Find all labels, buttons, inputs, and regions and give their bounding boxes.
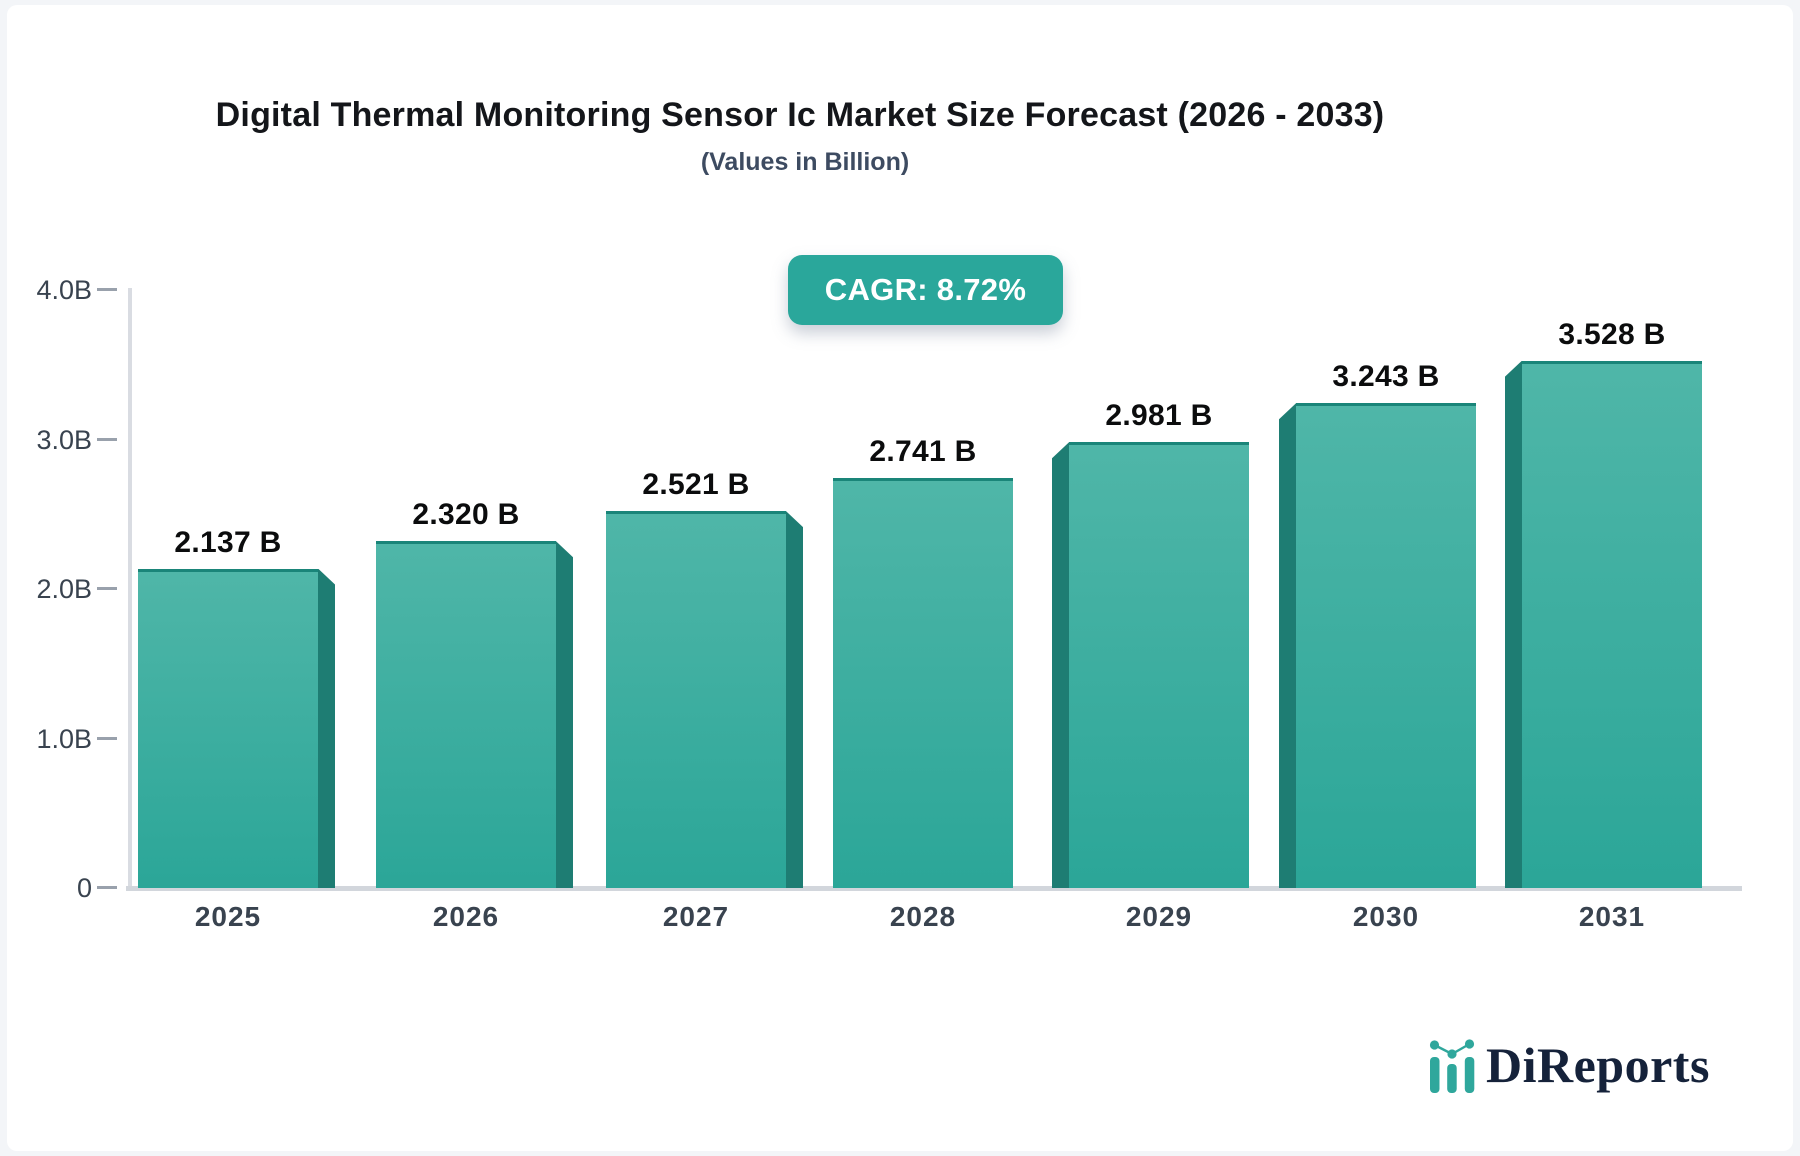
bar-side-face [556,541,573,888]
bar-value-label: 2.741 B [869,435,977,469]
bar-side-face [1052,442,1069,888]
brand-logo-mark-icon [1429,1039,1475,1093]
y-axis-line [128,288,132,888]
y-tick-label: 4.0B [36,275,92,305]
y-tick-label: 1.0B [36,723,92,754]
x-axis-label-2031: 2031 [1578,901,1646,932]
cagr-badge-label: CAGR: 8.72% [824,272,1027,307]
bar-side-face [786,511,803,888]
bar-side-face [1505,360,1522,888]
bar-front-face [606,511,786,888]
chart-title: Digital Thermal Monitoring Sensor Ic Mar… [215,96,1385,134]
bar-value-label: 2.981 B [1105,399,1213,433]
chart-subtitle: (Values in Billion) [700,148,910,176]
bar-front-face [138,568,318,888]
cagr-badge: CAGR: 8.72% [788,255,1063,325]
y-tick-label: 0 [76,873,92,903]
bar-front-face [1296,403,1476,888]
bar-side-face [318,568,335,888]
bar-front-face [1069,442,1249,888]
x-axis-label-2025: 2025 [194,901,262,932]
y-tick-label: 2.0B [36,574,92,604]
x-axis-label-2028: 2028 [889,901,957,932]
x-axis-label-2029: 2029 [1125,901,1193,932]
y-tick-mark [97,437,117,441]
bar-value-label: 3.243 B [1332,360,1440,394]
x-axis-label-2030: 2030 [1352,901,1420,932]
y-tick-label: 3.0B [36,424,92,455]
bar-front-face [833,478,1013,888]
y-tick-mark [97,288,117,291]
bar-value-label: 2.137 B [174,525,282,559]
bar-front-face [1522,360,1702,888]
bar-value-label: 2.521 B [642,468,750,502]
bar-value-label: 3.528 B [1558,317,1666,351]
bar-value-label: 2.320 B [412,498,520,532]
bar-front-face [376,541,556,888]
x-axis-line [126,886,1742,891]
x-axis-label-2026: 2026 [432,901,500,932]
x-axis-label-2027: 2027 [662,901,730,932]
y-tick-mark [97,736,117,740]
brand-logo-text: DiReports [1486,1037,1710,1093]
brand-logo: DiReports [1428,1032,1710,1098]
bar-side-face [1279,403,1296,888]
y-tick-mark [97,886,117,889]
y-tick-mark [97,587,117,590]
